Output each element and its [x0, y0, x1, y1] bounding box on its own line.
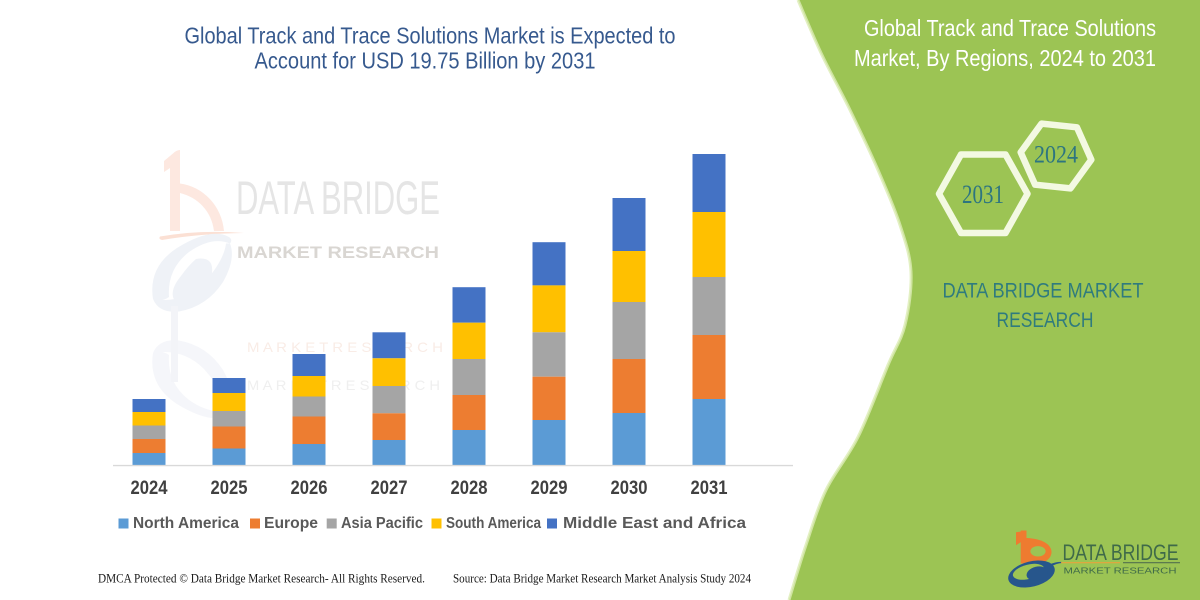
- svg-text:RESEARCH: RESEARCH: [997, 309, 1094, 332]
- svg-text:2028: 2028: [451, 478, 488, 499]
- svg-text:Account for USD 19.75 Billion: Account for USD 19.75 Billion by 2031: [255, 48, 596, 74]
- svg-text:MARKET RESEARCH: MARKET RESEARCH: [237, 244, 439, 262]
- svg-text:DATA BRIDGE MARKET: DATA BRIDGE MARKET: [943, 280, 1144, 303]
- svg-text:Global Track and Trace Solutio: Global Track and Trace Solutions: [864, 15, 1156, 41]
- svg-text:Europe: Europe: [264, 515, 318, 532]
- svg-text:2024: 2024: [131, 478, 168, 499]
- svg-text:DATA BRIDGE: DATA BRIDGE: [236, 171, 440, 224]
- svg-text:North America: North America: [133, 515, 239, 532]
- svg-text:Middle East and Africa: Middle East and Africa: [563, 515, 746, 532]
- svg-text:M A R K E T R E S E A R C H: M A R K E T R E S E A R C H: [247, 339, 443, 355]
- svg-text:2031: 2031: [962, 180, 1004, 209]
- svg-text:South America: South America: [446, 515, 541, 532]
- svg-text:2029: 2029: [531, 478, 568, 499]
- svg-text:M A R K E T R E S E A R C H: M A R K E T R E S E A R C H: [247, 377, 440, 393]
- svg-text:Market, By Regions, 2024 to 20: Market, By Regions, 2024 to 2031: [854, 45, 1156, 71]
- svg-text:DMCA Protected © Data Bridge M: DMCA Protected © Data Bridge Market Rese…: [98, 572, 425, 586]
- svg-text:Global Track and Trace Solutio: Global Track and Trace Solutions Market …: [185, 23, 676, 49]
- svg-text:2027: 2027: [371, 478, 408, 499]
- svg-text:MARKET RESEARCH: MARKET RESEARCH: [1064, 566, 1177, 576]
- svg-text:2025: 2025: [211, 478, 248, 499]
- svg-text:2030: 2030: [611, 478, 648, 499]
- svg-text:DATA BRIDGE: DATA BRIDGE: [1063, 540, 1179, 565]
- svg-text:Asia Pacific: Asia Pacific: [341, 515, 423, 532]
- svg-text:2024: 2024: [1034, 142, 1078, 169]
- svg-text:2026: 2026: [291, 478, 328, 499]
- svg-text:2031: 2031: [691, 478, 728, 499]
- svg-text:Source: Data Bridge Market Res: Source: Data Bridge Market Research Mark…: [453, 572, 752, 586]
